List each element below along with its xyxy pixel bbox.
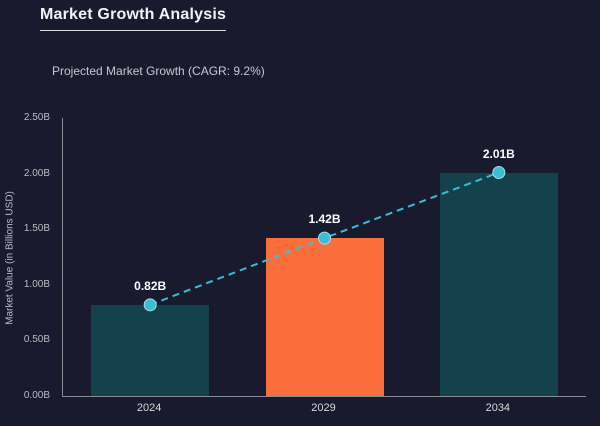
y-tick-label: 2.00B [23, 167, 50, 179]
bar-value-label: 0.82B [134, 278, 167, 293]
y-tick-label: 0.50B [23, 334, 50, 346]
x-tick-label: 2029 [311, 402, 336, 414]
y-tick-label: 2.50B [23, 112, 50, 123]
x-axis-ticks: 2024 2029 2034 [62, 402, 586, 422]
y-axis-ticks: 0.00B 0.50B 1.00B 1.50B 2.00B 2.50B [0, 112, 56, 401]
bar-2024 [91, 304, 210, 396]
y-tick-label: 0.00B [23, 390, 50, 401]
y-tick-label: 1.50B [23, 223, 50, 235]
x-tick-label: 2034 [485, 402, 511, 414]
bar-2034 [439, 172, 558, 396]
trend-marker [318, 231, 331, 245]
bar-2029 [265, 238, 384, 396]
y-tick-label: 1.00B [23, 278, 50, 290]
x-tick-label: 2024 [136, 402, 162, 414]
trend-line-layer [143, 165, 506, 312]
chart-subtitle: Projected Market Growth (CAGR: 9.2%) [52, 64, 265, 78]
plot-area: 0.82B 1.42B 2.01B [62, 118, 586, 397]
bar-value-label: 2.01B [482, 146, 515, 161]
bar-value-label: 1.42B [308, 212, 341, 227]
trend-marker [492, 165, 506, 179]
trend-marker [143, 298, 157, 312]
chart-title: Market Growth Analysis [40, 6, 227, 31]
